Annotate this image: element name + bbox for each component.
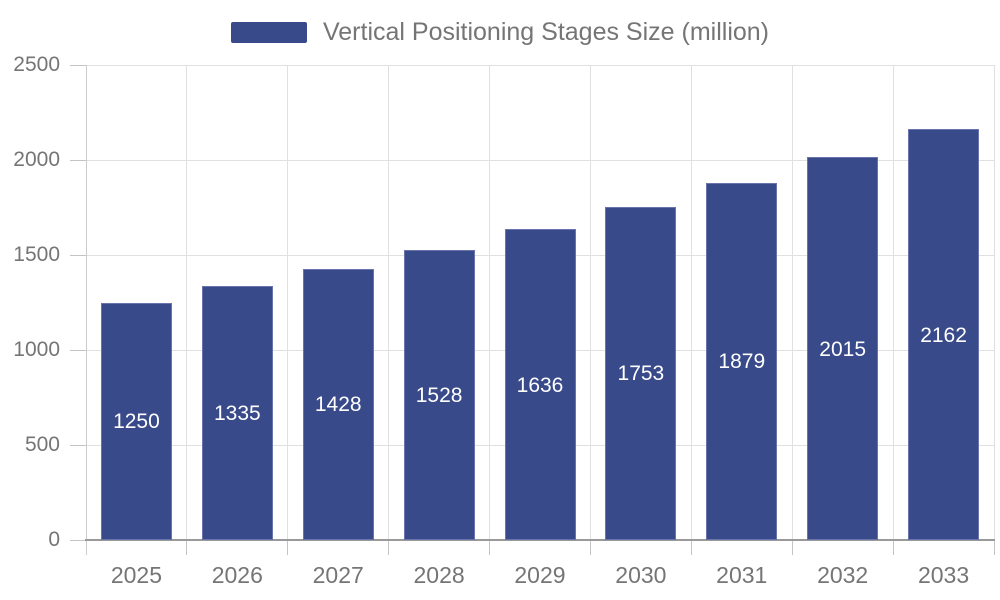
bar-2025[interactable]: 1250	[100, 302, 172, 540]
bar-value-label: 1250	[113, 410, 160, 434]
bar-value-label: 1879	[718, 350, 766, 374]
bar-value-label: 1428	[314, 393, 362, 417]
bar-2032[interactable]: 2015	[807, 157, 879, 540]
x-axis-tick	[489, 540, 491, 555]
bar-2028[interactable]: 1528	[403, 249, 475, 540]
x-axis-tick	[690, 540, 692, 555]
y-axis-line	[86, 65, 87, 555]
bar-2030[interactable]: 1753	[605, 206, 677, 540]
v-gridline	[690, 65, 692, 540]
bar-value-label: 1335	[213, 402, 261, 426]
legend-item[interactable]: Vertical Positioning Stages Size (millio…	[0, 18, 1000, 46]
v-gridline	[388, 65, 390, 540]
x-tick-label: 2025	[110, 562, 163, 588]
x-axis-tick	[791, 540, 793, 555]
plot-area: 0 500 1000 1500 2000 2500 1250 2025 1335 2026 1428…	[13, 54, 995, 587]
legend-label: Vertical Positioning Stages Size (millio…	[322, 18, 770, 46]
v-gridline	[892, 65, 894, 540]
y-tick-label: 1500	[13, 243, 60, 266]
x-axis-tick	[388, 540, 390, 555]
x-tick-label: 2031	[716, 562, 768, 588]
x-tick-label: 2030	[615, 562, 667, 588]
y-tick-label: 2500	[13, 53, 60, 76]
x-tick-label: 2027	[312, 562, 364, 588]
y-axis-tick	[70, 444, 86, 446]
y-tick-label: 1000	[13, 338, 60, 361]
x-tick-label: 2029	[514, 562, 566, 588]
bar-2026[interactable]: 1335	[201, 286, 273, 540]
v-gridline	[287, 65, 289, 540]
bar-value-label: 2162	[920, 323, 967, 347]
bar-value-label: 2015	[819, 337, 867, 361]
x-tick-label: 2032	[817, 562, 869, 588]
bar-value-label: 1528	[415, 383, 463, 407]
v-gridline	[489, 65, 491, 540]
bar-2031[interactable]: 1879	[706, 182, 778, 540]
bar-2033[interactable]: 2162	[908, 129, 980, 540]
x-axis-tick	[186, 540, 188, 555]
x-axis-tick	[287, 540, 289, 555]
v-gridline	[589, 65, 591, 540]
y-axis-tick	[70, 64, 86, 66]
bar-value-label: 1753	[617, 362, 665, 386]
x-axis-line	[85, 539, 995, 541]
x-axis-tick	[589, 540, 591, 555]
y-axis-tick	[70, 254, 86, 256]
legend-swatch-icon	[230, 21, 307, 43]
y-tick-label: 500	[24, 433, 60, 456]
y-axis-tick	[70, 539, 86, 541]
x-axis-tick	[993, 540, 995, 555]
v-gridline	[993, 65, 995, 540]
bar-value-label: 1636	[516, 373, 564, 397]
x-tick-label: 2033	[917, 562, 970, 588]
bar-2027[interactable]: 1428	[302, 268, 374, 540]
x-tick-label: 2026	[211, 562, 263, 588]
bar-2029[interactable]: 1636	[504, 229, 576, 540]
x-axis-tick	[892, 540, 894, 555]
h-gridline	[86, 64, 994, 66]
v-gridline	[186, 65, 188, 540]
h-gridline	[86, 159, 994, 161]
y-axis-tick	[70, 159, 86, 161]
x-tick-label: 2028	[413, 562, 465, 588]
v-gridline	[791, 65, 793, 540]
y-axis-tick	[70, 349, 86, 351]
y-tick-label: 2000	[13, 148, 60, 171]
y-tick-label: 0	[48, 528, 60, 551]
